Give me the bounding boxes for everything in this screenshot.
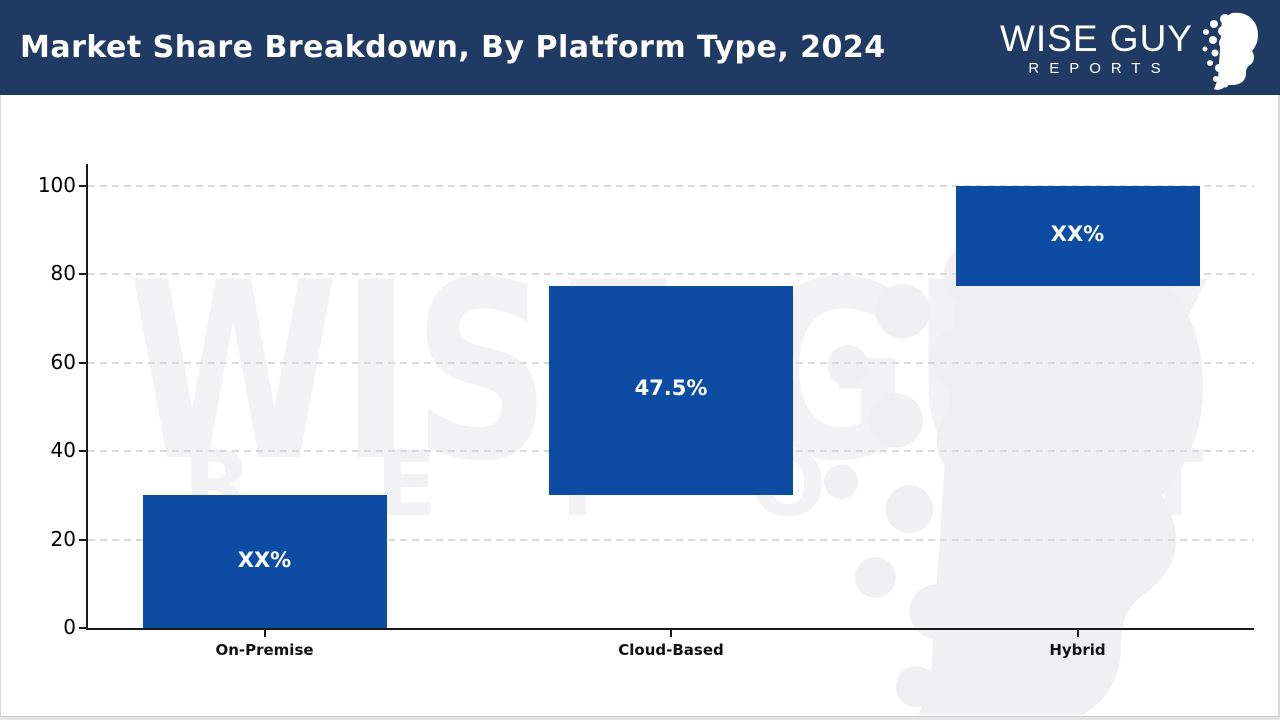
x-tick-label-hybrid: Hybrid xyxy=(1049,641,1106,659)
page-border-right xyxy=(1278,95,1280,720)
x-tick-label-cloud-based: Cloud-Based xyxy=(618,641,724,659)
page-border-bottom xyxy=(0,716,1280,720)
x-tick-mark xyxy=(263,630,266,637)
chart-title: Market Share Breakdown, By Platform Type… xyxy=(20,30,886,65)
bar-cloud-based: 47.5% xyxy=(549,285,793,496)
dotted-head-icon xyxy=(1202,12,1258,90)
x-tick-mark xyxy=(670,630,672,637)
y-tick-mark xyxy=(79,185,86,188)
wise-guy-reports-logo: WISE GUY REPORTS xyxy=(978,6,1268,91)
logo-subtitle: REPORTS xyxy=(1028,60,1171,77)
gridline-20 xyxy=(88,538,1254,541)
y-tick-label: 0 xyxy=(63,615,76,639)
bar-value-label: XX% xyxy=(1050,221,1105,246)
bar-on-premise: XX% xyxy=(142,495,387,628)
gridline-100 xyxy=(88,185,1254,188)
logo-wordmark: WISE GUY xyxy=(999,18,1193,59)
x-tick-mark xyxy=(1076,630,1079,637)
bar-value-label: 47.5% xyxy=(634,376,708,401)
y-tick-label: 20 xyxy=(50,526,76,551)
x-axis-line xyxy=(86,628,1254,630)
bar-hybrid: XX% xyxy=(955,186,1200,286)
y-tick-label: 100 xyxy=(37,173,76,198)
y-tick-label: 60 xyxy=(50,349,76,374)
y-tick-mark xyxy=(79,450,86,453)
gridline-80 xyxy=(88,273,1254,276)
plot-area: 0 20 40 60 80 100 On-Premise Cloud-Based Hybrid… xyxy=(38,164,1254,659)
y-tick-mark xyxy=(79,361,86,364)
y-tick-mark xyxy=(79,538,86,541)
page-border-left xyxy=(0,95,1,720)
y-tick-mark xyxy=(79,273,86,276)
x-tick-label-on-premise: On-Premise xyxy=(215,641,314,659)
y-tick-label: 80 xyxy=(50,261,76,286)
bar-value-label: XX% xyxy=(237,547,292,572)
logo-text: WISE GUY REPORTS xyxy=(1000,20,1193,77)
y-axis-line xyxy=(86,164,88,630)
y-tick-mark xyxy=(79,627,86,629)
header-band: Market Share Breakdown, By Platform Type… xyxy=(0,0,1280,95)
y-tick-label: 40 xyxy=(50,438,76,463)
